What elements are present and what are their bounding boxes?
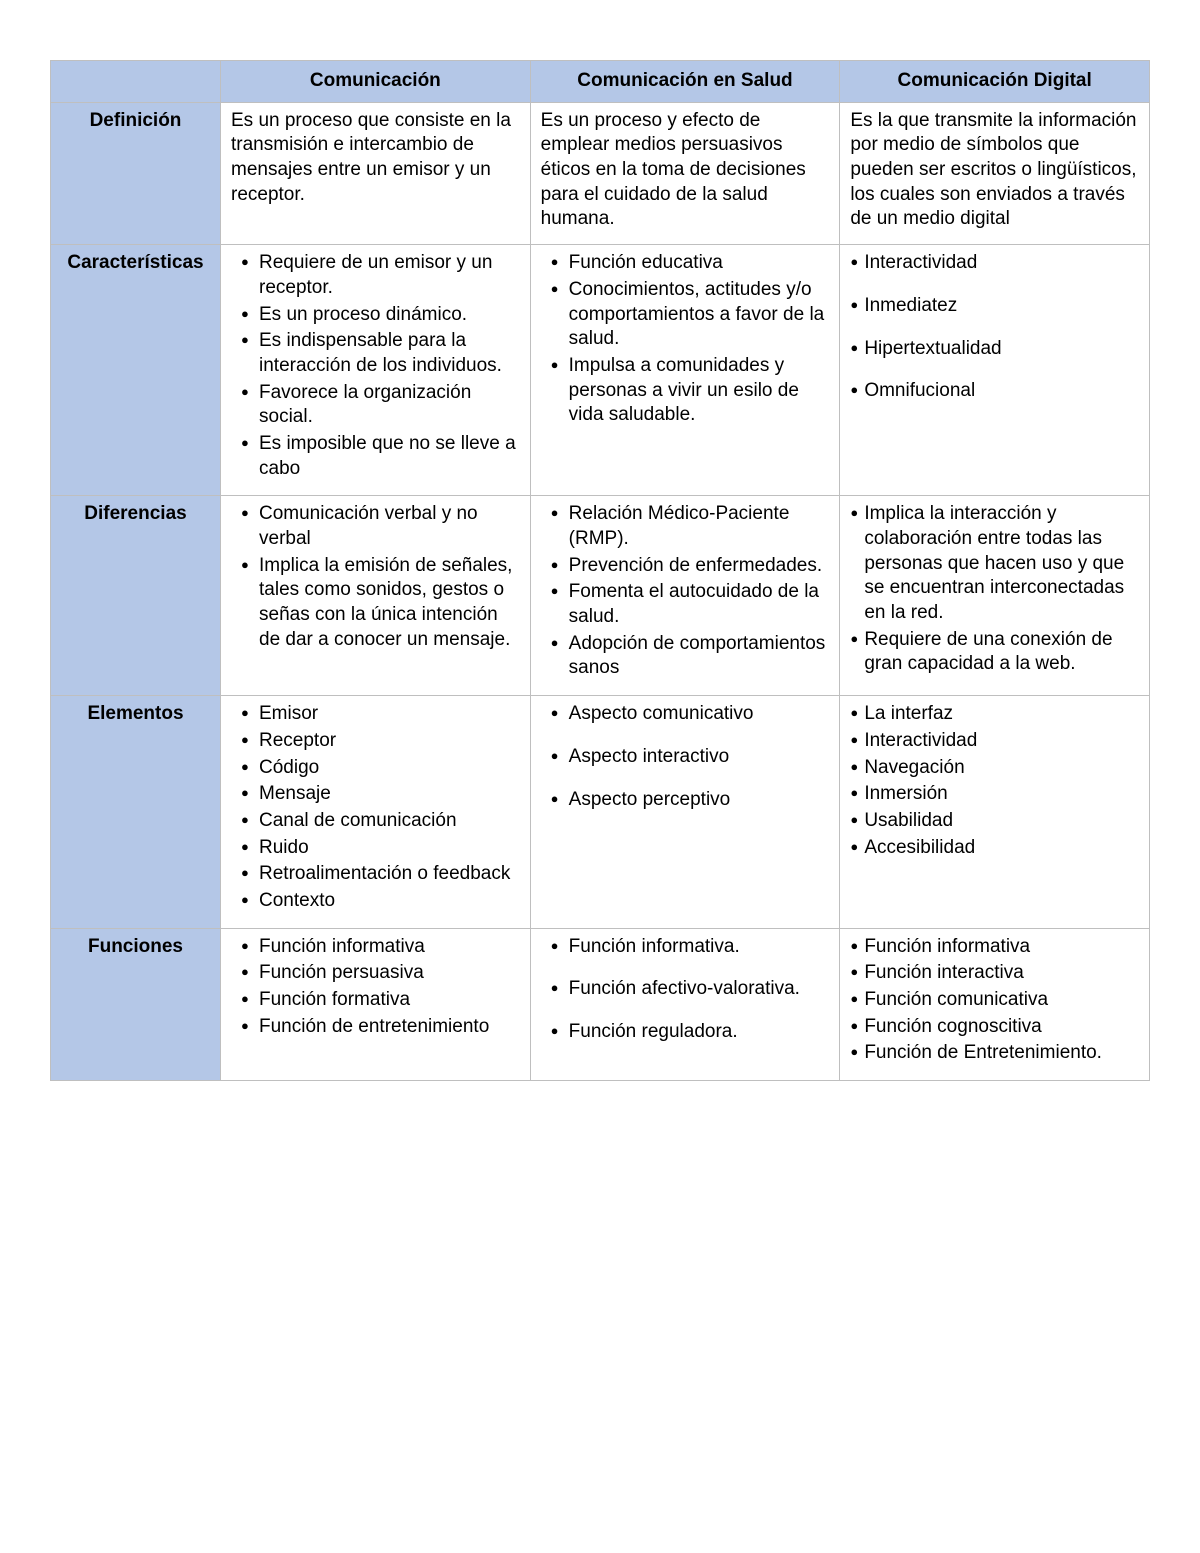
- list-item: Inmersión: [864, 782, 1139, 807]
- header-col-2: Comunicación en Salud: [530, 61, 840, 103]
- list-item: Función de Entretenimiento.: [864, 1041, 1139, 1066]
- row-diferencias: Diferencias Comunicación verbal y no ver…: [51, 496, 1150, 696]
- cell-funciones-c2: Función informativa. Función afectivo-val…: [530, 928, 840, 1080]
- list-item: Implica la emisión de señales, tales com…: [259, 554, 520, 653]
- list-item: Es imposible que no se lleve a cabo: [259, 432, 520, 481]
- list-item: Inmediatez: [864, 294, 1139, 319]
- list-item: Aspecto interactivo: [569, 745, 830, 770]
- row-elementos: Elementos EmisorReceptorCódigoMensajeCan…: [51, 696, 1150, 929]
- list-item: Función de entretenimiento: [259, 1015, 520, 1040]
- list-item: Función formativa: [259, 988, 520, 1013]
- cell-elementos-c2: Aspecto comunicativo Aspecto interactivo A…: [530, 696, 840, 929]
- list-item: Función reguladora.: [569, 1020, 830, 1045]
- comparison-table: Comunicación Comunicación en Salud Comun…: [50, 60, 1150, 1081]
- list-item: Hipertextualidad: [864, 337, 1139, 362]
- list-item: Requiere de una conexión de gran capacid…: [864, 628, 1139, 677]
- row-label-elementos: Elementos: [51, 696, 221, 929]
- header-col-3: Comunicación Digital: [840, 61, 1150, 103]
- row-label-diferencias: Diferencias: [51, 496, 221, 696]
- list-item: Canal de comunicación: [259, 809, 520, 834]
- row-funciones: Funciones Función informativaFunción per…: [51, 928, 1150, 1080]
- list-item: Adopción de comportamientos sanos: [569, 632, 830, 681]
- cell-diferencias-c1: Comunicación verbal y no verbalImplica l…: [221, 496, 531, 696]
- list-item: Requiere de un emisor y un receptor.: [259, 251, 520, 300]
- cell-elementos-c3: La interfazInteractividadNavegaciónInmer…: [840, 696, 1150, 929]
- list-item: La interfaz: [864, 702, 1139, 727]
- list-item: Función interactiva: [864, 961, 1139, 986]
- list-item: Conocimientos, actitudes y/o comportamie…: [569, 278, 830, 352]
- list-item: Emisor: [259, 702, 520, 727]
- cell-diferencias-c2: Relación Médico-Paciente (RMP). Prevenció…: [530, 496, 840, 696]
- list-item: Retroalimentación o feedback: [259, 862, 520, 887]
- list-item: Aspecto comunicativo: [569, 702, 830, 727]
- list-item: Función cognoscitiva: [864, 1015, 1139, 1040]
- list-item: Navegación: [864, 756, 1139, 781]
- row-label-funciones: Funciones: [51, 928, 221, 1080]
- list-item: Accesibilidad: [864, 836, 1139, 861]
- list-item: Función afectivo-valorativa.: [569, 977, 830, 1002]
- row-caracteristicas: Características Requiere de un emisor y …: [51, 245, 1150, 496]
- row-definicion: Definición Es un proceso que consiste en…: [51, 102, 1150, 244]
- list-item: Es un proceso dinámico.: [259, 303, 520, 328]
- list-item: Fomenta el autocuidado de la salud.: [569, 580, 830, 629]
- list-item: Contexto: [259, 889, 520, 914]
- list-item: Omnifucional: [864, 379, 1139, 404]
- cell-elementos-c1: EmisorReceptorCódigoMensajeCanal de comu…: [221, 696, 531, 929]
- cell-funciones-c1: Función informativaFunción persuasivaFun…: [221, 928, 531, 1080]
- list-item: Aspecto perceptivo: [569, 788, 830, 813]
- list-item: Función persuasiva: [259, 961, 520, 986]
- list-item: Mensaje: [259, 782, 520, 807]
- header-col-1: Comunicación: [221, 61, 531, 103]
- list-item: Comunicación verbal y no verbal: [259, 502, 520, 551]
- cell-definicion-c1: Es un proceso que consiste en la transmi…: [221, 102, 531, 244]
- list-item: Receptor: [259, 729, 520, 754]
- list-item: Ruido: [259, 836, 520, 861]
- row-label-caracteristicas: Características: [51, 245, 221, 496]
- list-item: Usabilidad: [864, 809, 1139, 834]
- cell-caracteristicas-c2: Función educativaConocimientos, actitude…: [530, 245, 840, 496]
- cell-caracteristicas-c1: Requiere de un emisor y un receptor. Es u…: [221, 245, 531, 496]
- list-item: Función informativa: [864, 935, 1139, 960]
- cell-definicion-c3: Es la que transmite la información por m…: [840, 102, 1150, 244]
- list-item: Impulsa a comunidades y personas a vivir…: [569, 354, 830, 428]
- list-item: Favorece la organización social.: [259, 381, 520, 430]
- list-item: Relación Médico-Paciente (RMP).: [569, 502, 830, 551]
- cell-funciones-c3: Función informativaFunción interactivaFu…: [840, 928, 1150, 1080]
- table-header-row: Comunicación Comunicación en Salud Comun…: [51, 61, 1150, 103]
- list-item: Prevención de enfermedades.: [569, 554, 830, 579]
- cell-definicion-c2: Es un proceso y efecto de emplear medios…: [530, 102, 840, 244]
- list-item: Interactividad: [864, 251, 1139, 276]
- cell-caracteristicas-c3: Interactividad Inmediatez Hipertextualidad…: [840, 245, 1150, 496]
- list-item: Función informativa: [259, 935, 520, 960]
- header-corner: [51, 61, 221, 103]
- list-item: Función informativa.: [569, 935, 830, 960]
- list-item: Implica la interacción y colaboración en…: [864, 502, 1139, 625]
- row-label-definicion: Definición: [51, 102, 221, 244]
- list-item: Función educativa: [569, 251, 830, 276]
- list-item: Es indispensable para la interacción de …: [259, 329, 520, 378]
- list-item: Función comunicativa: [864, 988, 1139, 1013]
- list-item: Código: [259, 756, 520, 781]
- cell-diferencias-c3: Implica la interacción y colaboración en…: [840, 496, 1150, 696]
- list-item: Interactividad: [864, 729, 1139, 754]
